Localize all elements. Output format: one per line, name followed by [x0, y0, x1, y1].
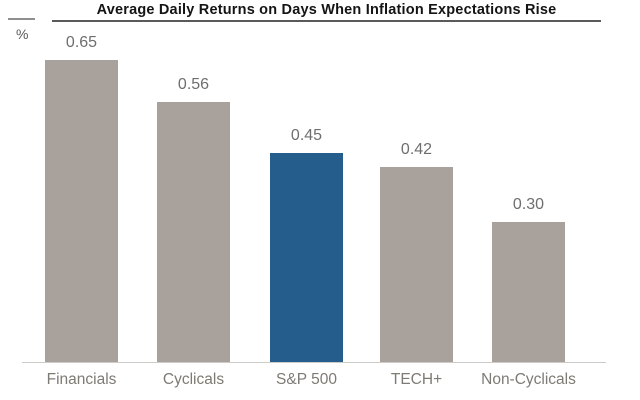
- category-label-s-p-500: S&P 500: [276, 371, 337, 388]
- bar-value-label-tech: 0.42: [400, 141, 433, 158]
- category-label-cyclicals: Cyclicals: [162, 371, 225, 388]
- y-axis-tick-line: [8, 18, 35, 20]
- bar-value-label-financials: 0.65: [65, 34, 98, 51]
- bar-non-cyclicals: [492, 222, 565, 362]
- bar-financials: [45, 60, 118, 362]
- bar-tech: [380, 167, 453, 362]
- y-axis-unit-label: %: [16, 26, 29, 42]
- bar-value-label-s-p-500: 0.45: [290, 127, 323, 144]
- chart-title: Average Daily Returns on Days When Infla…: [96, 2, 557, 18]
- category-label-financials: Financials: [46, 371, 117, 388]
- bar-value-label-cyclicals: 0.56: [177, 76, 210, 93]
- category-label-non-cyclicals: Non-Cyclicals: [481, 371, 576, 388]
- bar-cyclicals: [157, 102, 230, 362]
- bar-s-p-500: [270, 153, 343, 362]
- bar-value-label-non-cyclicals: 0.30: [512, 196, 545, 213]
- x-axis-line: [22, 362, 606, 363]
- category-label-tech: TECH+: [390, 371, 443, 388]
- title-underline: [52, 20, 601, 22]
